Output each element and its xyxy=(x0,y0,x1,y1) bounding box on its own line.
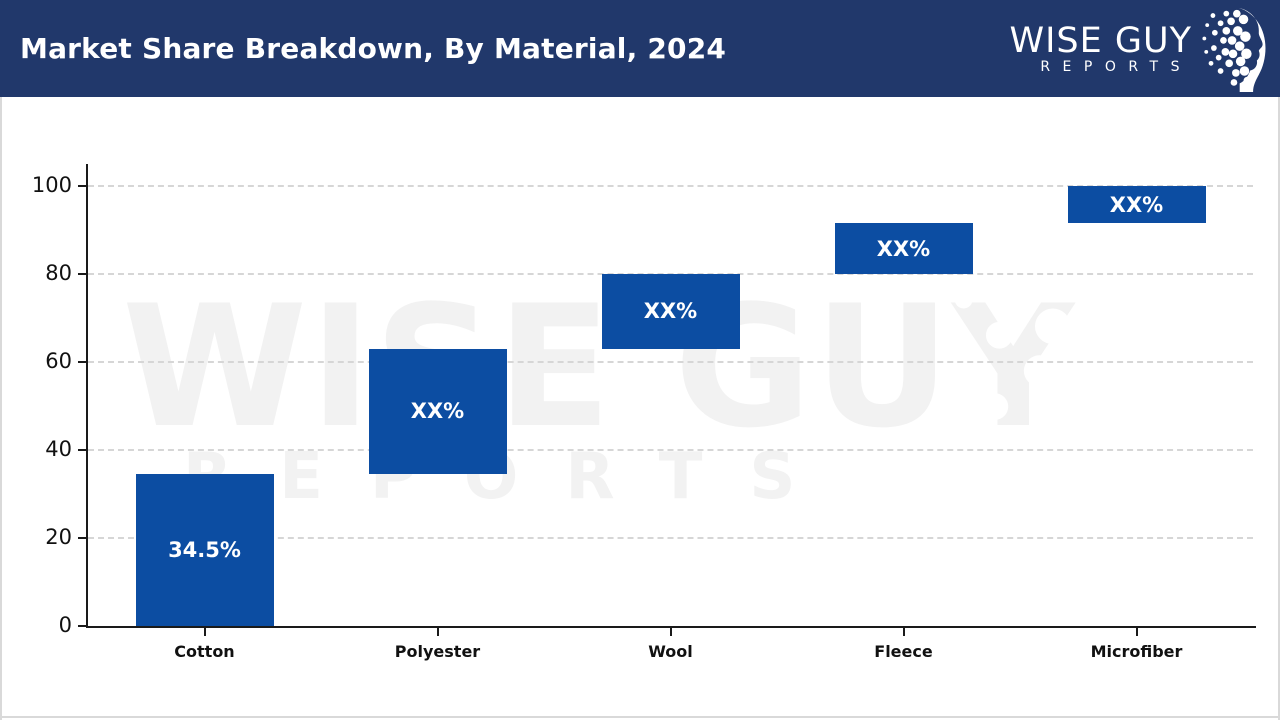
y-axis-tick xyxy=(78,185,86,187)
logo-subtitle: REPORTS xyxy=(1040,59,1192,76)
x-axis-tick xyxy=(203,628,206,636)
bar-polyester: XX% xyxy=(368,348,507,475)
y-axis-tick xyxy=(78,273,86,275)
bar-value-label: XX% xyxy=(1109,192,1164,217)
x-category-label: Cotton xyxy=(174,642,235,661)
y-axis-tick xyxy=(78,625,86,627)
bar-value-label: XX% xyxy=(643,299,698,324)
y-axis-line xyxy=(86,164,88,628)
x-axis-tick xyxy=(436,628,439,636)
bar-microfiber: XX% xyxy=(1067,186,1206,224)
y-axis-tick-label: 100 xyxy=(31,173,72,197)
page-bottom-border xyxy=(0,716,1280,718)
x-axis-line xyxy=(86,626,1256,628)
y-axis-tick xyxy=(78,449,86,451)
bar-cotton: 34.5% xyxy=(135,474,274,626)
dotted-head-icon xyxy=(1202,7,1266,92)
gridline-40 xyxy=(88,449,1253,451)
bar-value-label: 34.5% xyxy=(168,538,241,563)
x-axis-tick xyxy=(1135,628,1138,636)
y-axis-tick-label: 80 xyxy=(45,261,72,285)
page-left-border xyxy=(0,97,2,720)
x-category-label: Fleece xyxy=(874,642,933,661)
x-axis-tick xyxy=(902,628,905,636)
bar-value-label: XX% xyxy=(876,236,931,261)
y-axis-tick-label: 60 xyxy=(45,349,72,373)
chart-area: 0 20 40 60 80 100 Cotton 34.5% Polyester XX% Wool X… xyxy=(0,97,1280,720)
bar-fleece: XX% xyxy=(834,223,973,274)
x-category-label: Wool xyxy=(648,642,693,661)
x-category-label: Microfiber xyxy=(1090,642,1183,661)
y-axis-tick-label: 40 xyxy=(45,437,72,461)
x-axis-tick xyxy=(669,628,672,636)
watermark-wordmark: WISE GUY xyxy=(122,269,1077,465)
bar-wool: XX% xyxy=(601,274,740,349)
y-axis-tick xyxy=(78,537,86,539)
page-right-border xyxy=(1278,97,1280,720)
header: Market Share Breakdown, By Material, 202… xyxy=(0,0,1280,97)
bar-value-label: XX% xyxy=(410,399,465,424)
x-category-label: Polyester xyxy=(394,642,481,661)
wise-guy-reports-logo: WISE GUY REPORTS xyxy=(1009,4,1270,94)
logo-wordmark: WISE GUY xyxy=(1009,20,1192,61)
gridline-60 xyxy=(88,361,1253,363)
y-axis-tick xyxy=(78,361,86,363)
gridline-100 xyxy=(88,185,1253,187)
page-title: Market Share Breakdown, By Material, 202… xyxy=(20,32,727,65)
logo-text: WISE GUY REPORTS xyxy=(1009,20,1192,76)
y-axis-tick-label: 0 xyxy=(58,613,72,637)
gridline-20 xyxy=(88,537,1253,539)
y-axis-tick-label: 20 xyxy=(45,525,72,549)
